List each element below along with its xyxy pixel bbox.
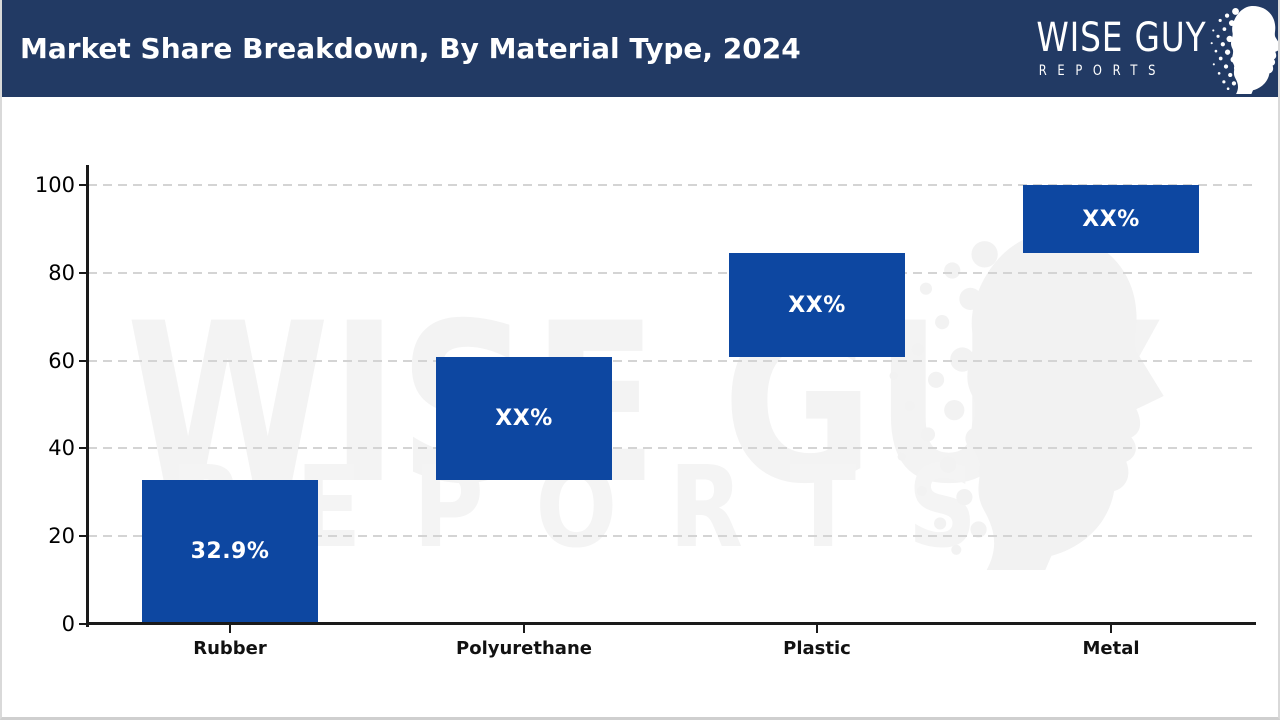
gridline-40 bbox=[88, 447, 1256, 450]
header-bar: Market Share Breakdown, By Material Type… bbox=[0, 0, 1280, 97]
y-tick-label-60: 60 bbox=[48, 348, 75, 373]
x-category-label-polyurethane: Polyurethane bbox=[456, 638, 592, 659]
bar-plastic: XX% bbox=[729, 253, 905, 358]
x-category-label-rubber: Rubber bbox=[193, 638, 267, 659]
brand-tagline: REPORTS bbox=[1038, 63, 1166, 79]
y-tick-label-0: 0 bbox=[61, 612, 75, 636]
x-tick-plastic bbox=[816, 625, 818, 633]
chart-title: Market Share Breakdown, By Material Type… bbox=[20, 32, 801, 65]
y-tick-80 bbox=[79, 271, 88, 274]
bar-value-label-rubber: 32.9% bbox=[190, 539, 270, 565]
gridline-60 bbox=[88, 359, 1256, 362]
y-tick-20 bbox=[79, 535, 88, 538]
bar-polyurethane: XX% bbox=[436, 357, 612, 480]
gridline-100 bbox=[88, 184, 1256, 186]
bar-metal: XX% bbox=[1023, 185, 1199, 254]
x-axis-spine bbox=[86, 622, 1256, 625]
watermark-head-icon bbox=[889, 233, 1164, 570]
x-category-label-metal: Metal bbox=[1082, 638, 1140, 659]
bar-rubber: 32.9% bbox=[142, 479, 318, 624]
x-tick-rubber bbox=[229, 625, 231, 633]
y-tick-40 bbox=[79, 447, 88, 450]
brand-logo: WISE GUY REPORTS bbox=[999, 0, 1280, 97]
y-tick-100 bbox=[79, 184, 88, 186]
y-axis-spine bbox=[86, 165, 89, 627]
bar-value-label-metal: XX% bbox=[1082, 206, 1140, 232]
x-tick-metal bbox=[1110, 625, 1112, 633]
brand-logo-text: WISE GUY REPORTS bbox=[1036, 18, 1206, 79]
y-tick-0 bbox=[79, 623, 88, 625]
y-tick-label-20: 20 bbox=[48, 524, 75, 549]
gridline-20 bbox=[88, 535, 1256, 538]
gridline-80 bbox=[88, 271, 1256, 274]
y-tick-label-100: 100 bbox=[34, 173, 75, 197]
y-tick-label-40: 40 bbox=[48, 436, 75, 461]
bar-value-label-plastic: XX% bbox=[788, 292, 846, 318]
bar-value-label-polyurethane: XX% bbox=[495, 405, 553, 431]
x-tick-polyurethane bbox=[523, 625, 525, 633]
x-category-label-plastic: Plastic bbox=[783, 638, 851, 659]
brand-name: WISE GUY bbox=[1035, 15, 1206, 61]
brand-head-icon bbox=[1210, 5, 1280, 94]
y-tick-label-80: 80 bbox=[48, 260, 75, 285]
y-tick-60 bbox=[79, 359, 88, 362]
